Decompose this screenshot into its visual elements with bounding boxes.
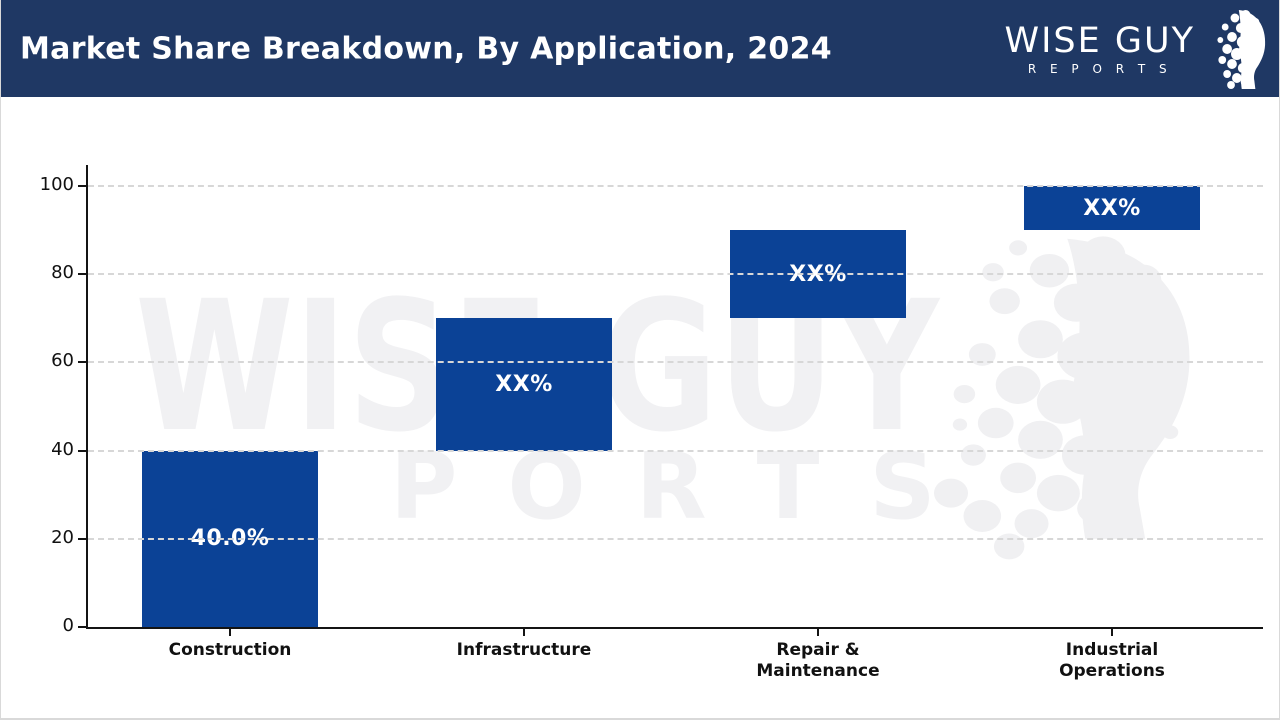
gridline-100 <box>88 185 1263 187</box>
gridline-20 <box>88 537 1263 540</box>
logo-wordmark-block: WISE GUY R E P O R T S <box>1004 22 1195 76</box>
chart-title: Market Share Breakdown, By Application, … <box>20 31 832 66</box>
x-axis <box>86 627 1263 629</box>
bar-industrial-operations: XX% <box>1024 186 1200 231</box>
bar-chart: WISE GUY P O R T S 0 20 40 60 80 100 40.0% Cons… <box>0 97 1280 720</box>
y-tick-label-60: 60 <box>51 350 74 372</box>
gridline-60 <box>88 361 1263 364</box>
bar-infrastructure: XX% <box>436 318 612 451</box>
x-category-label-infrastructure: Infrastructure <box>414 640 634 661</box>
y-tick-60 <box>78 361 86 364</box>
gridline-80 <box>88 273 1263 276</box>
logo-wordmark: WISE GUY <box>1004 21 1195 61</box>
x-tick-infrastructure <box>523 629 525 636</box>
x-category-label-line: Industrial <box>1065 640 1159 660</box>
y-tick-0 <box>78 626 86 628</box>
y-tick-20 <box>78 537 86 540</box>
plot-area: 0 20 40 60 80 100 40.0% Construction XX% Infrastr… <box>0 97 1280 720</box>
logo-subtitle: R E P O R T S <box>1027 62 1172 76</box>
x-tick-repair-maintenance <box>817 629 819 636</box>
gridline-40 <box>88 449 1263 452</box>
watermark-head-icon <box>934 236 1190 560</box>
y-tick-label-20: 20 <box>51 526 74 548</box>
y-tick-80 <box>78 273 86 276</box>
x-category-label-line: Operations <box>1059 661 1165 681</box>
x-tick-construction <box>229 629 231 636</box>
x-category-label-line: Infrastructure <box>456 640 592 660</box>
y-tick-100 <box>78 185 86 187</box>
bar-value-label-infrastructure: XX% <box>495 371 553 397</box>
x-category-label-line: Repair & <box>776 640 860 660</box>
x-category-label-line: Maintenance <box>756 661 880 681</box>
header-banner: Market Share Breakdown, By Application, … <box>0 0 1280 97</box>
y-tick-label-0: 0 <box>62 615 74 636</box>
x-category-label-construction: Construction <box>120 640 340 661</box>
y-tick-label-40: 40 <box>51 438 74 460</box>
x-category-label-line: Construction <box>168 640 292 660</box>
x-tick-industrial-operations <box>1111 629 1113 636</box>
y-tick-label-100: 100 <box>39 174 74 195</box>
y-tick-40 <box>78 449 86 452</box>
bar-value-label-industrial-operations: XX% <box>1083 195 1141 221</box>
logo-head-icon <box>1217 10 1266 89</box>
x-category-label-repair-maintenance: Repair & Maintenance <box>708 640 928 682</box>
x-category-label-industrial-operations: Industrial Operations <box>1002 640 1222 682</box>
y-axis <box>86 165 88 629</box>
y-tick-label-80: 80 <box>51 262 74 284</box>
wise-guy-reports-logo: WISE GUY R E P O R T S <box>1004 6 1268 92</box>
